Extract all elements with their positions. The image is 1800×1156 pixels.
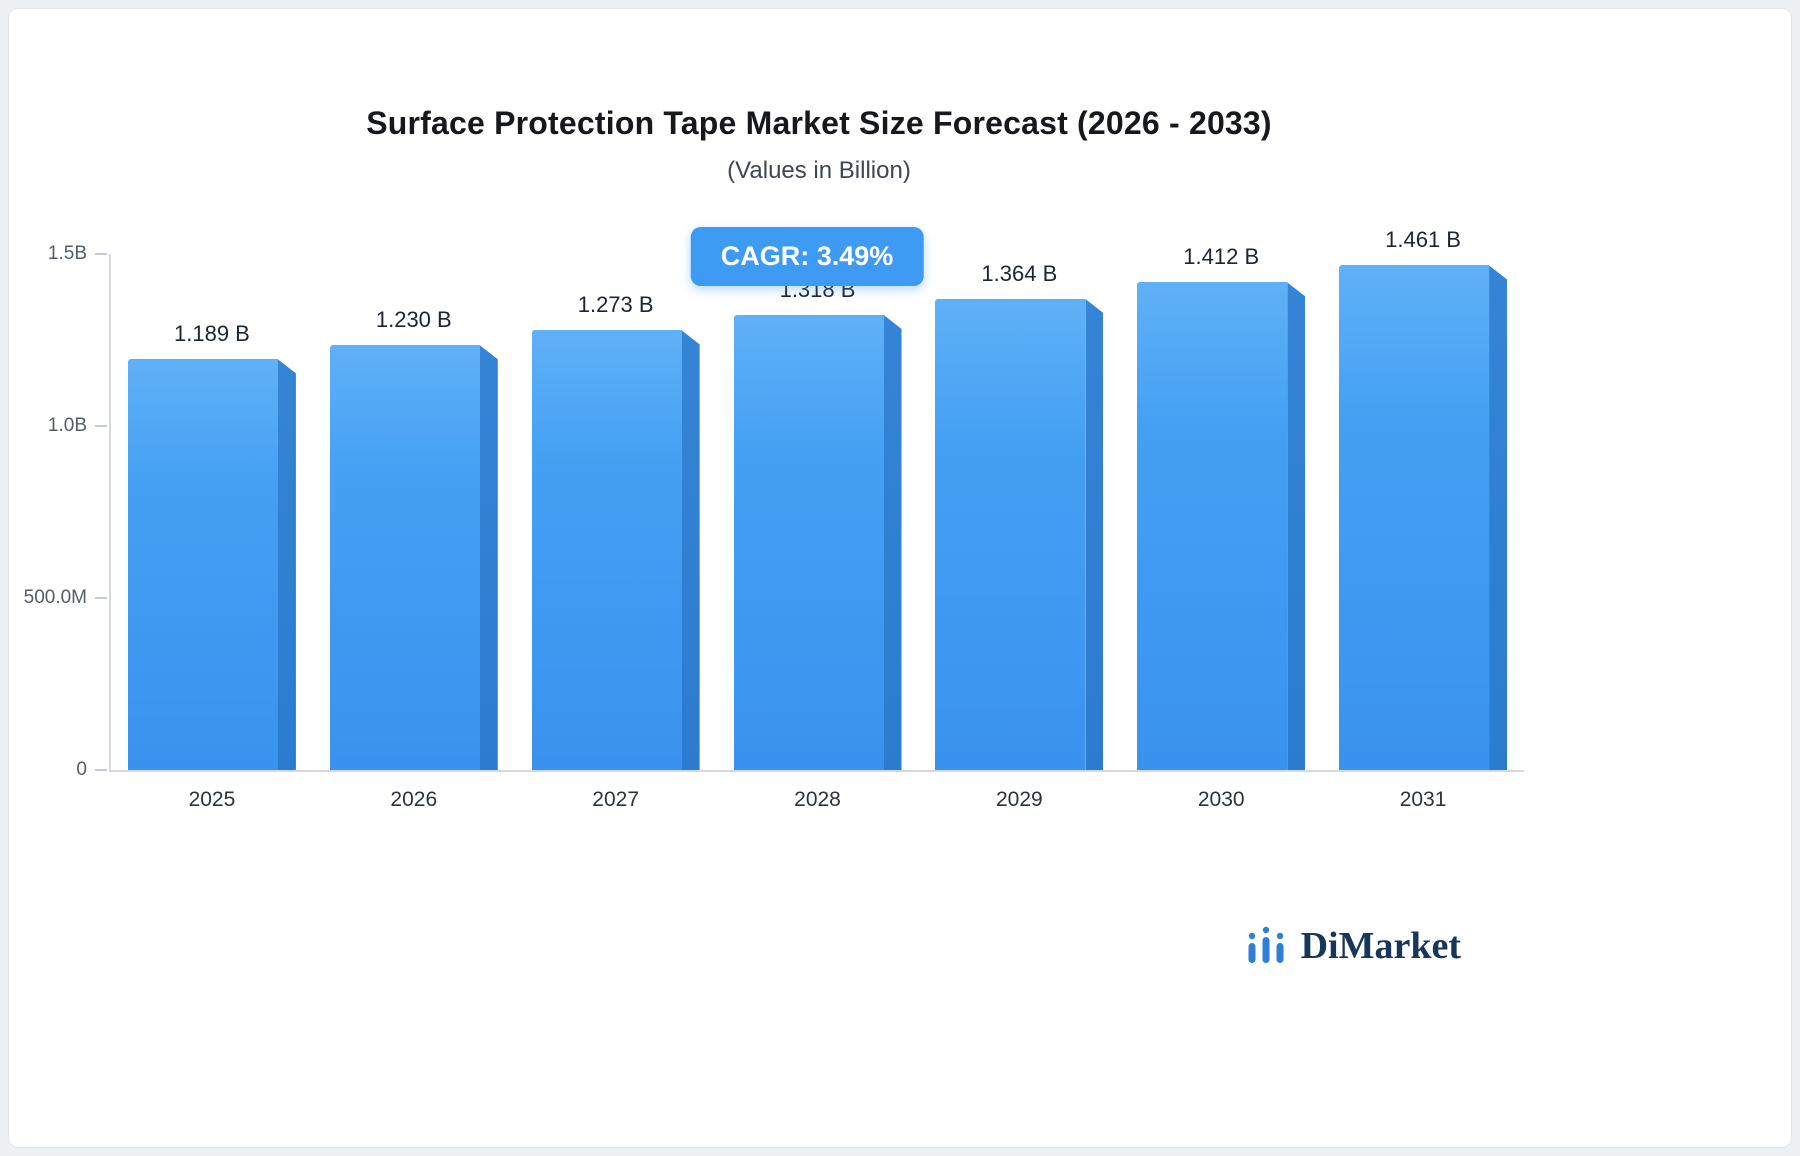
x-axis-label: 2030 bbox=[1197, 788, 1245, 811]
bar-slot: 1.230 B 2026 bbox=[329, 307, 498, 811]
y-axis-tick-label: 0 bbox=[76, 759, 87, 780]
y-axis-tick-label: 1.0B bbox=[47, 415, 87, 436]
y-axis-tick-label: 500.0M bbox=[23, 587, 87, 608]
bar bbox=[733, 314, 902, 770]
bar bbox=[329, 345, 498, 770]
bar-slot: 1.364 B 2029 bbox=[935, 261, 1104, 811]
bar-face bbox=[935, 298, 1086, 770]
chart-title: Surface Protection Tape Market Size Fore… bbox=[366, 105, 1272, 141]
y-axis-tick bbox=[95, 253, 107, 255]
x-axis-label: 2028 bbox=[794, 788, 841, 811]
bar-face bbox=[733, 314, 884, 770]
bar-side bbox=[479, 345, 498, 770]
bar-value-label: 1.189 B bbox=[174, 321, 250, 347]
bar-slot: 1.461 B 2031 bbox=[1339, 227, 1508, 811]
bar-value-label: 1.273 B bbox=[577, 292, 654, 318]
x-axis-label: 2026 bbox=[390, 788, 438, 811]
bar-face bbox=[1137, 282, 1288, 770]
bar-side bbox=[1489, 265, 1508, 770]
brand-logo-text: DiMarket bbox=[1300, 925, 1461, 967]
bar bbox=[1339, 265, 1508, 770]
bar-side bbox=[277, 359, 296, 770]
dimarket-bars-icon bbox=[1248, 926, 1284, 963]
x-axis-label: 2029 bbox=[995, 788, 1043, 811]
bar-face bbox=[329, 345, 480, 770]
bar-slot: 1.273 B 2027 bbox=[531, 292, 700, 811]
x-axis-label: 2027 bbox=[592, 788, 639, 811]
chart-subtitle: (Values in Billion) bbox=[727, 157, 911, 184]
bar bbox=[935, 298, 1104, 770]
bar-side bbox=[1287, 282, 1306, 770]
bar-face bbox=[531, 330, 682, 770]
bar-slot: 1.318 B 2028 bbox=[733, 277, 902, 811]
x-axis-label: 2031 bbox=[1399, 788, 1447, 811]
y-axis-tick bbox=[95, 769, 107, 771]
brand-logo: DiMarket bbox=[1243, 923, 1461, 969]
y-axis-tick bbox=[95, 597, 107, 599]
plot-area: 1.5B 1.0B 500.0M 0 1.189 B 2025 1.230 B 2026 1.… bbox=[24, 227, 1524, 811]
y-axis-tick bbox=[95, 425, 107, 427]
bar-face bbox=[127, 359, 278, 770]
y-axis-tick-label: 1.5B bbox=[47, 243, 87, 264]
bar-side bbox=[681, 330, 700, 770]
bar-slot: 1.189 B 2025 bbox=[127, 321, 296, 811]
bar bbox=[127, 359, 296, 770]
bar-slot: 1.412 B 2030 bbox=[1137, 244, 1306, 811]
bar-side bbox=[1085, 298, 1104, 770]
bar-value-label: 1.412 B bbox=[1183, 244, 1260, 270]
bar-value-label: 1.461 B bbox=[1385, 227, 1461, 253]
bar-side bbox=[883, 314, 902, 770]
cagr-badge: CAGR: 3.49% bbox=[690, 227, 924, 286]
bar-value-label: 1.364 B bbox=[981, 260, 1058, 286]
bar bbox=[1137, 282, 1306, 770]
x-axis-label: 2025 bbox=[188, 788, 236, 811]
chart-card: Surface Protection Tape Market Size Fore… bbox=[8, 8, 1792, 1148]
bar-value-label: 1.230 B bbox=[375, 307, 452, 333]
bar-face bbox=[1339, 265, 1490, 770]
bar bbox=[531, 330, 700, 770]
